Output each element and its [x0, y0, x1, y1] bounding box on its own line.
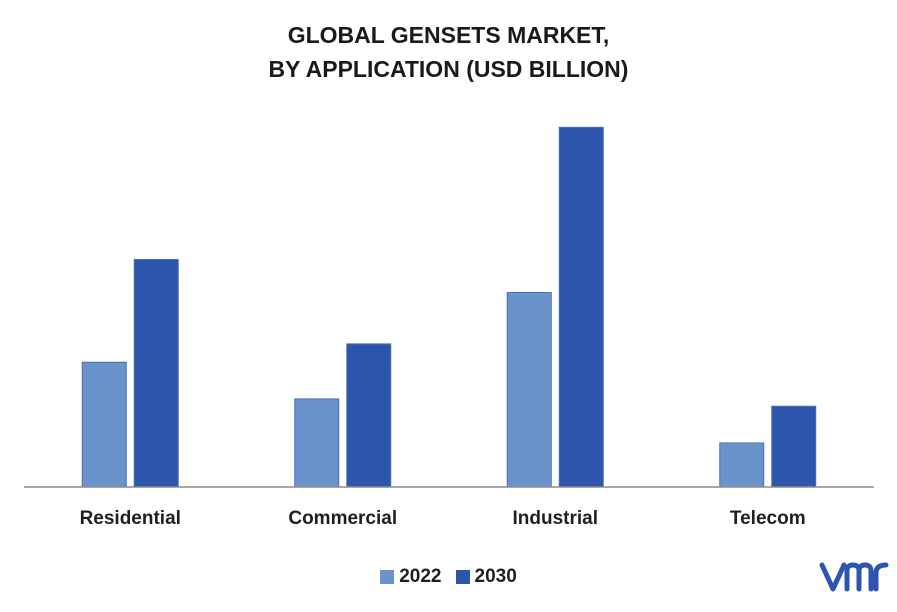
bar-industrial-2022	[506, 291, 552, 488]
bar-industrial-2030	[558, 126, 604, 488]
legend-label-2022: 2022	[399, 566, 442, 587]
vmr-logo	[819, 557, 889, 602]
legend-label-2030: 2030	[474, 566, 517, 587]
category-label-residential: Residential	[80, 508, 181, 529]
legend-swatch-2022	[380, 570, 395, 584]
chart-title-line-2: BY APPLICATION (USD BILLION)	[268, 56, 629, 82]
bar-commercial-2030	[346, 343, 392, 488]
legend: 2022 2030	[0, 566, 897, 588]
bar-residential-2030	[133, 258, 179, 488]
bar-telecom-2030	[771, 405, 817, 488]
chart-title: GLOBAL GENSETS MARKET, BY APPLICATION (U…	[0, 18, 897, 86]
legend-swatch-2030	[455, 570, 470, 584]
bar-telecom-2022	[719, 442, 765, 488]
category-label-industrial: Industrial	[512, 508, 598, 529]
legend-item-2030: 2030	[455, 566, 517, 588]
category-label-commercial: Commercial	[288, 508, 397, 529]
vmr-logo-icon	[819, 562, 889, 592]
category-label-telecom: Telecom	[730, 508, 806, 529]
chart-title-line-1: GLOBAL GENSETS MARKET,	[287, 22, 610, 48]
bar-residential-2022	[81, 361, 127, 488]
legend-item-2022: 2022	[380, 566, 442, 588]
bar-commercial-2022	[294, 398, 340, 488]
